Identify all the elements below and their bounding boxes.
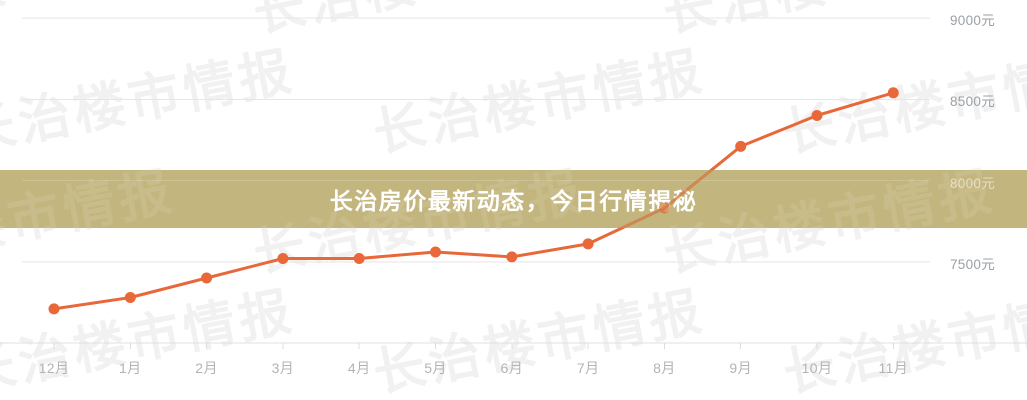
watermark-text: 长治楼市情报 [0, 170, 180, 228]
x-axis-label: 3月 [271, 360, 295, 376]
data-point[interactable] [277, 253, 289, 264]
x-axis-label: 11月 [878, 360, 909, 376]
data-point[interactable] [582, 238, 594, 250]
x-axis-label: 2月 [195, 360, 218, 376]
x-axis-label: 9月 [729, 360, 753, 376]
y-axis-label: 7500元 [950, 256, 996, 272]
watermark-text: 长治楼市情报 [656, 170, 1000, 228]
x-axis-label: 1月 [119, 360, 142, 376]
x-axis-label: 10月 [801, 360, 833, 376]
x-axis-label: 5月 [424, 360, 447, 376]
banner-overlay: 长治楼市情报长治楼市情报长治楼市情报长治楼市情报长治楼市情报长治楼市情报长治楼市… [0, 170, 1027, 228]
y-axis-label: 9000元 [950, 13, 996, 28]
x-axis-label: 8月 [653, 360, 676, 376]
x-axis-label: 6月 [500, 360, 524, 376]
data-point[interactable] [811, 110, 823, 121]
data-point[interactable] [735, 140, 747, 152]
data-point[interactable] [353, 253, 365, 264]
series-points-housing-price [48, 87, 899, 315]
data-point[interactable] [48, 303, 60, 315]
series-line-housing-price [52, 91, 895, 311]
x-axis-label: 4月 [347, 360, 371, 376]
y-axis-label: 8000元 [950, 175, 996, 191]
data-point[interactable] [124, 292, 136, 303]
data-point[interactable] [430, 246, 441, 258]
banner-title: 长治房价最新动态，今日行情揭秘 [329, 189, 698, 215]
data-point[interactable] [887, 87, 899, 99]
data-point[interactable] [506, 251, 518, 263]
y-axis-label: 8500元 [950, 94, 996, 110]
x-axis-ticks [53, 343, 894, 349]
data-point[interactable] [201, 272, 213, 284]
x-axis-label: 7月 [576, 360, 600, 376]
series-path [52, 91, 895, 311]
x-axis-label: 12月 [38, 360, 70, 376]
